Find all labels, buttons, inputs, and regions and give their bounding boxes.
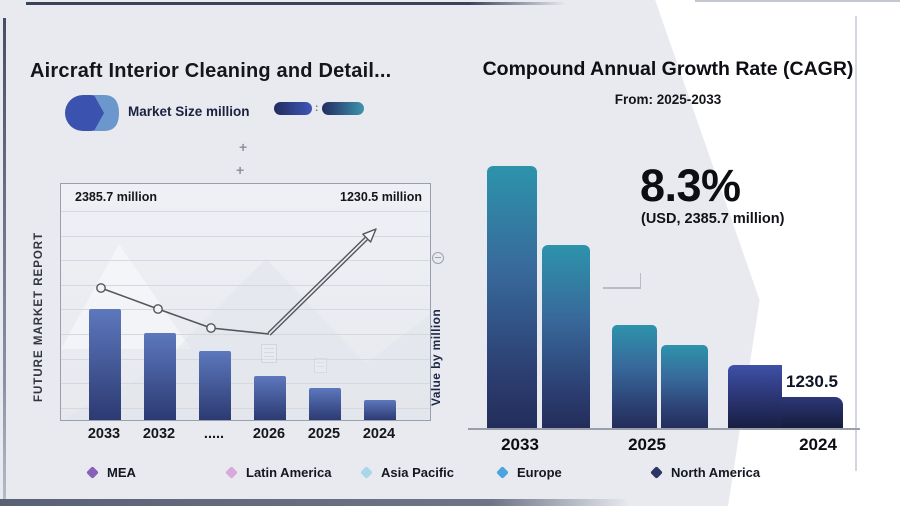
- plus-icon: +: [236, 162, 245, 178]
- frame-top-right-edge: [695, 0, 900, 2]
- legend-pill-teal: [322, 102, 364, 115]
- decorative-bracket: [603, 287, 641, 289]
- legend-diamond-icon: [225, 465, 238, 479]
- market-size-bar-2033: [89, 309, 121, 420]
- market-size-bar-.....: [199, 351, 231, 420]
- x-tick-2033: 2033: [87, 426, 121, 442]
- gridline: [61, 260, 430, 262]
- frame-right-divider: [855, 16, 857, 471]
- document-watermark-icon: [261, 344, 277, 363]
- legend-label: Europe: [517, 464, 562, 480]
- legend-item-asia-pacific: Asia Pacific: [360, 463, 454, 481]
- legend-label: Asia Pacific: [381, 464, 454, 480]
- legend-item-mea: MEA: [86, 463, 136, 481]
- legend-label: North America: [671, 464, 761, 480]
- legend-diamond-icon: [650, 465, 663, 479]
- gridline: [61, 235, 430, 237]
- circled-minus-icon: [432, 252, 444, 264]
- cagr-x-tick-2033: 2033: [501, 435, 539, 454]
- legend-item-latin-america: Latin America: [225, 463, 332, 481]
- cagr-x-axis: [468, 428, 860, 430]
- legend-diamond-icon: [496, 465, 509, 479]
- legend-item-north-america: North America: [650, 463, 761, 481]
- cagr-x-tick-2025: 2025: [628, 435, 666, 454]
- cagr-2024-value-label: 1230.5: [786, 372, 838, 391]
- cagr-bar-2024-2: [782, 397, 843, 429]
- cagr-value: 8.3%: [640, 160, 741, 211]
- start-value-label: 2385.7 million: [75, 190, 157, 204]
- gridline: [61, 284, 430, 286]
- x-tick-2025: 2025: [307, 426, 341, 442]
- cagr-x-tick-2024: 2024: [799, 435, 837, 454]
- gridline: [61, 407, 430, 409]
- cagr-title: Compound Annual Growth Rate (CAGR): [482, 58, 854, 80]
- cagr-bar-2025-1: [612, 325, 657, 429]
- legend-pill-separator: :: [315, 103, 319, 114]
- x-tick-.....: .....: [203, 426, 225, 442]
- plus-icon: +: [239, 139, 248, 155]
- future-market-report-watermark: FUTURE MARKET REPORT: [33, 231, 45, 402]
- x-tick-2032: 2032: [142, 426, 176, 442]
- legend-diamond-icon: [360, 465, 373, 479]
- cagr-note: (USD, 2385.7 million): [641, 211, 785, 227]
- legend-pill-blue: [274, 102, 312, 115]
- market-size-bar-2032: [144, 333, 176, 420]
- gridline: [61, 383, 430, 385]
- document-watermark-icon: [314, 358, 327, 373]
- cagr-bar-2033-2: [542, 245, 590, 429]
- left-x-axis-labels: 2033 2032..... 2026 2025 2024: [60, 426, 431, 446]
- decorative-bracket: [639, 273, 641, 288]
- cagr-bar-2024-1: [728, 365, 782, 429]
- market-size-bar-2026: [254, 376, 286, 420]
- gridline: [61, 358, 430, 360]
- frame-top-edge: [26, 2, 566, 5]
- x-tick-2026: 2026: [252, 426, 286, 442]
- y-axis-label: Value by million: [429, 308, 443, 406]
- cagr-subtitle: From: 2025-2033: [614, 92, 722, 107]
- market-size-bar-2024: [364, 400, 396, 420]
- legend-item-europe: Europe: [496, 463, 562, 481]
- market-size-chart: 2385.7 million 1230.5 million: [60, 183, 431, 421]
- market-size-legend-label: Market Size million: [128, 104, 250, 119]
- left-chart-title: Aircraft Interior Cleaning and Detail...: [30, 60, 392, 82]
- gridline: [61, 211, 430, 212]
- market-size-bar-2025: [309, 388, 341, 420]
- cylinder-3d-icon: [64, 94, 120, 137]
- end-value-label: 1230.5 million: [340, 190, 422, 204]
- x-tick-2024: 2024: [362, 426, 396, 442]
- legend-label: MEA: [107, 464, 136, 480]
- cagr-bar-2033-1: [487, 166, 537, 429]
- frame-left-edge: [3, 18, 6, 504]
- frame-bottom-shadow: [0, 499, 630, 506]
- cagr-bar-2025-2: [661, 345, 708, 429]
- legend-diamond-icon: [86, 465, 99, 479]
- legend-label: Latin America: [246, 464, 332, 480]
